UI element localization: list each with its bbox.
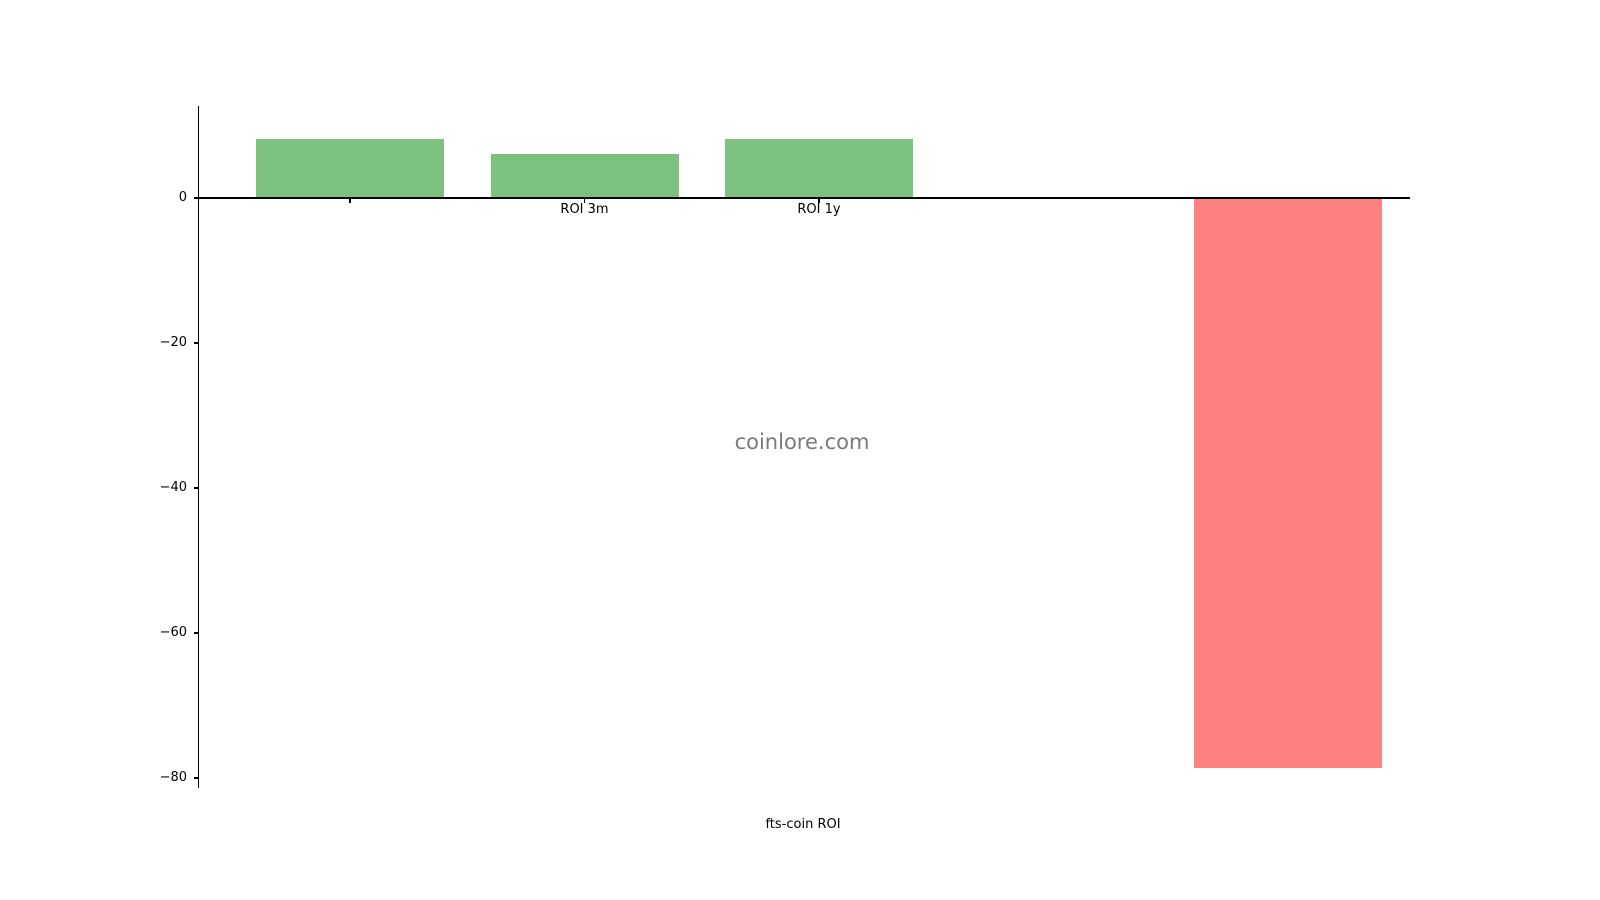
bar-roi-3m [490, 153, 679, 198]
ytick-mark-1 [193, 342, 198, 344]
ytick-mark-0 [193, 197, 198, 199]
ytick-label-0: 0 [178, 190, 187, 205]
ytick-label-4: −80 [159, 770, 187, 785]
x-axis-zero-line [197, 197, 1410, 199]
xtick-label-roi-3m: ROI 3m [560, 202, 609, 217]
watermark-text: coinlore.com [734, 430, 870, 454]
ytick-mark-4 [193, 777, 198, 779]
y-axis-line [197, 106, 199, 788]
ytick-label-2: −40 [159, 480, 187, 495]
ytick-label-3: −60 [159, 625, 187, 640]
xtick-label-roi-1y: ROI 1y [797, 202, 841, 217]
bar-roi-1y [725, 139, 913, 198]
bar-1 [256, 139, 444, 198]
ytick-label-1: −20 [159, 335, 187, 350]
bar-5 [1194, 198, 1382, 768]
ytick-mark-2 [193, 487, 198, 489]
xtick-mark-2 [818, 198, 820, 203]
chart-title: fts-coin ROI [765, 817, 841, 832]
xtick-mark-0 [349, 198, 351, 203]
xtick-mark-1 [583, 198, 586, 203]
ytick-mark-3 [193, 632, 198, 634]
